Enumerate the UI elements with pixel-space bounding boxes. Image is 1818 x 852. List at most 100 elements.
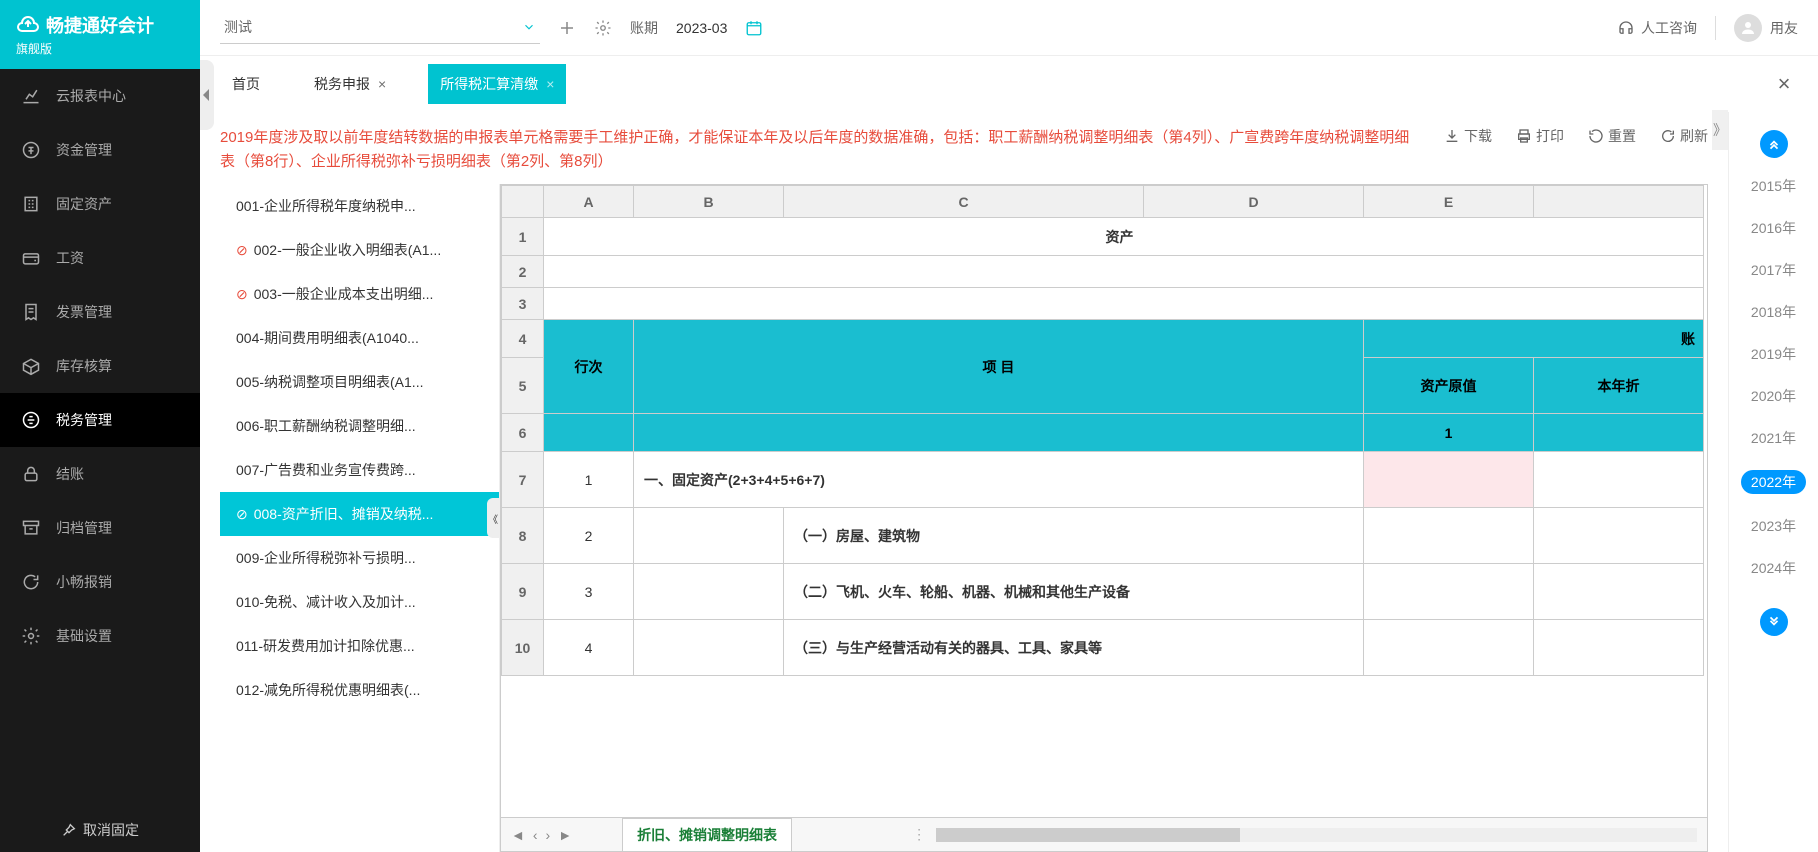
cell[interactable]: 1 (544, 452, 634, 508)
sidebar-item-tax[interactable]: 税务管理 (0, 393, 200, 447)
add-button[interactable] (558, 19, 576, 37)
col-header[interactable]: E (1364, 186, 1534, 218)
sidebar-item-closing[interactable]: 结账 (0, 447, 200, 501)
sheet-scroll[interactable]: A B C D E 1资产 2 3 (501, 185, 1707, 817)
company-selector[interactable]: 测试 (220, 11, 540, 44)
period-value[interactable]: 2023-03 (676, 20, 727, 36)
sidebar-item-settings[interactable]: 基础设置 (0, 609, 200, 663)
close-icon[interactable]: × (378, 76, 386, 92)
sidebar-item-assets[interactable]: 固定资产 (0, 177, 200, 231)
tab-income-tax[interactable]: 所得税汇算清缴× (428, 64, 566, 104)
form-list-item[interactable]: 012-减免所得税优惠明细表(... (220, 668, 499, 712)
year-item[interactable]: 2015年 (1751, 176, 1796, 196)
nav-last-icon[interactable]: ► (558, 827, 572, 843)
scroll-up-button[interactable] (1760, 130, 1788, 158)
year-item[interactable]: 2018年 (1751, 302, 1796, 322)
year-item[interactable]: 2023年 (1751, 516, 1796, 536)
row-header[interactable]: 3 (502, 288, 544, 320)
row-header[interactable]: 1 (502, 218, 544, 256)
row-header[interactable]: 9 (502, 564, 544, 620)
cell[interactable]: 资产 (544, 218, 1704, 256)
year-item[interactable]: 2016年 (1751, 218, 1796, 238)
scroll-down-button[interactable] (1760, 608, 1788, 636)
cell[interactable] (1534, 564, 1704, 620)
cell[interactable]: 一、固定资产(2+3+4+5+6+7) (634, 452, 1364, 508)
sidebar-item-archive[interactable]: 归档管理 (0, 501, 200, 555)
sidebar-item-reimburse[interactable]: 小畅报销 (0, 555, 200, 609)
form-list-item[interactable]: ⊘008-资产折旧、摊销及纳税... (220, 492, 499, 536)
form-list-item[interactable]: 004-期间费用明细表(A1040... (220, 316, 499, 360)
cell[interactable] (1534, 620, 1704, 676)
year-item[interactable]: 2019年 (1751, 344, 1796, 364)
close-icon[interactable]: × (546, 76, 554, 92)
unpin-button[interactable]: 取消固定 (0, 808, 200, 852)
cell[interactable] (1364, 620, 1534, 676)
cell[interactable] (1534, 414, 1704, 452)
cell[interactable] (1364, 508, 1534, 564)
header-cell[interactable]: 1 (1364, 414, 1534, 452)
print-button[interactable]: 打印 (1516, 126, 1564, 146)
form-list-item[interactable]: 011-研发费用加计扣除优惠... (220, 624, 499, 668)
col-header[interactable]: A (544, 186, 634, 218)
reset-button[interactable]: 重置 (1588, 126, 1636, 146)
cell[interactable] (634, 508, 784, 564)
refresh-button[interactable]: 刷新 (1660, 126, 1708, 146)
header-cell[interactable]: 项 目 (634, 320, 1364, 414)
tab-home[interactable]: 首页 (220, 64, 272, 104)
cell[interactable] (544, 256, 1704, 288)
cell[interactable] (634, 564, 784, 620)
col-header[interactable]: C (784, 186, 1144, 218)
year-item[interactable]: 2017年 (1751, 260, 1796, 280)
nav-first-icon[interactable]: ◄ (511, 827, 525, 843)
cell[interactable]: 4 (544, 620, 634, 676)
row-header[interactable]: 6 (502, 414, 544, 452)
form-list-item[interactable]: 009-企业所得税弥补亏损明... (220, 536, 499, 580)
cell[interactable] (634, 620, 784, 676)
cell[interactable]: （一）房屋、建筑物 (784, 508, 1364, 564)
header-cell[interactable]: 行次 (544, 320, 634, 414)
header-cell[interactable]: 资产原值 (1364, 358, 1534, 414)
cell[interactable] (1364, 452, 1534, 508)
form-list-collapse-handle[interactable]: 《 (487, 498, 499, 538)
cell[interactable] (1534, 508, 1704, 564)
year-item[interactable]: 2020年 (1751, 386, 1796, 406)
sidebar-item-funds[interactable]: 资金管理 (0, 123, 200, 177)
form-list-item[interactable]: 010-免税、减计收入及加计... (220, 580, 499, 624)
sheet-tab[interactable]: 折旧、摊销调整明细表 (622, 818, 792, 851)
year-item[interactable]: 2024年 (1751, 558, 1796, 578)
cell[interactable] (544, 288, 1704, 320)
col-header[interactable]: D (1144, 186, 1364, 218)
row-header[interactable]: 5 (502, 358, 544, 414)
cell[interactable]: 2 (544, 508, 634, 564)
close-all-tabs[interactable]: × (1770, 70, 1798, 98)
cell[interactable] (544, 414, 634, 452)
cell[interactable]: 3 (544, 564, 634, 620)
row-header[interactable]: 2 (502, 256, 544, 288)
calendar-icon[interactable] (745, 19, 763, 37)
sidebar-item-salary[interactable]: 工资 (0, 231, 200, 285)
form-list-item[interactable]: 007-广告费和业务宣传费跨... (220, 448, 499, 492)
form-list-item[interactable]: 005-纳税调整项目明细表(A1... (220, 360, 499, 404)
support-button[interactable]: 人工咨询 (1617, 18, 1697, 38)
header-cell[interactable]: 本年折 (1534, 358, 1704, 414)
form-list-item[interactable]: ⊘003-一般企业成本支出明细... (220, 272, 499, 316)
row-header[interactable]: 4 (502, 320, 544, 358)
download-button[interactable]: 下载 (1444, 126, 1492, 146)
col-header[interactable]: B (634, 186, 784, 218)
cell[interactable]: （二）飞机、火车、轮船、机器、机械和其他生产设备 (784, 564, 1364, 620)
row-header[interactable]: 8 (502, 508, 544, 564)
drag-handle-icon[interactable]: ⋮ (912, 826, 926, 843)
row-header[interactable]: 10 (502, 620, 544, 676)
sidebar-item-reports[interactable]: 云报表中心 (0, 69, 200, 123)
cell[interactable] (1364, 564, 1534, 620)
col-header[interactable] (1534, 186, 1704, 218)
row-header[interactable]: 7 (502, 452, 544, 508)
form-list-item[interactable]: ⊘002-一般企业收入明细表(A1... (220, 228, 499, 272)
year-item[interactable]: 2021年 (1751, 428, 1796, 448)
cell[interactable] (1534, 452, 1704, 508)
horizontal-scrollbar[interactable] (936, 828, 1697, 842)
panel-expand-handle[interactable]: 》 (1712, 112, 1728, 150)
nav-next-icon[interactable]: › (546, 827, 551, 843)
cell[interactable]: （三）与生产经营活动有关的器具、工具、家具等 (784, 620, 1364, 676)
form-list-item[interactable]: 001-企业所得税年度纳税申... (220, 184, 499, 228)
